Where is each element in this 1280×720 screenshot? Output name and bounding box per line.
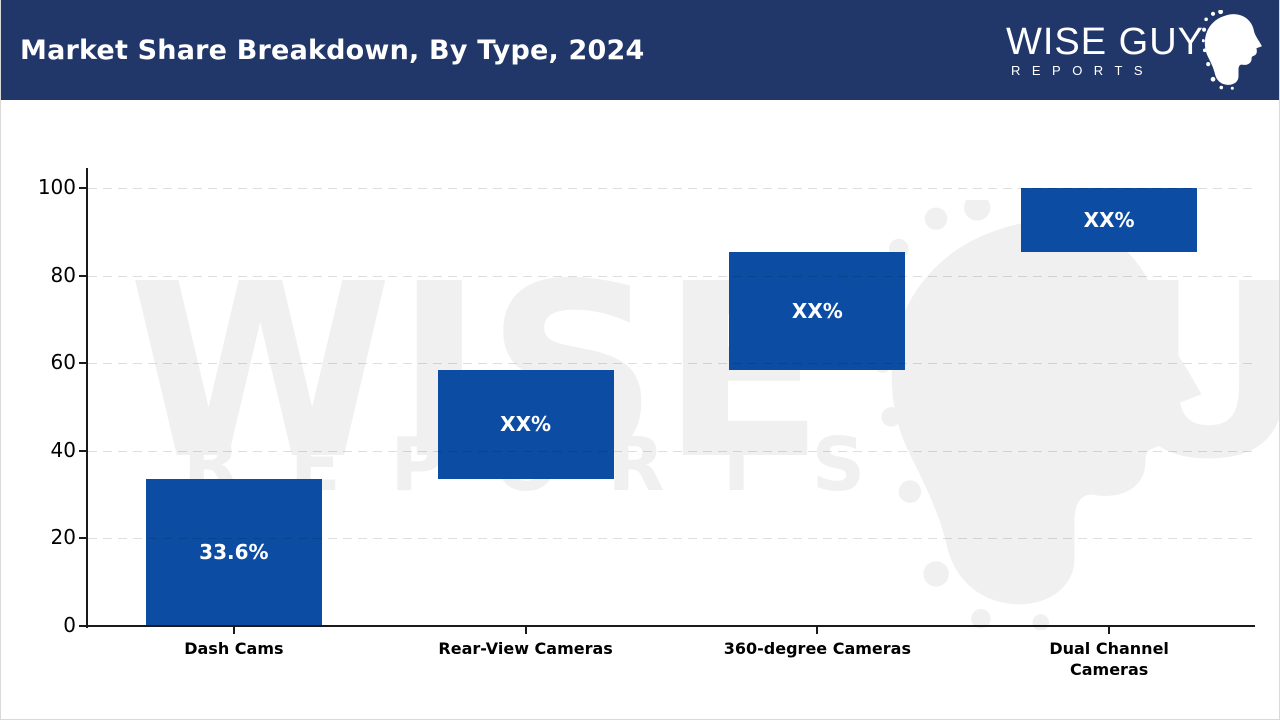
y-tick-label: 20 [50,525,76,550]
bar-value-label: XX% [1083,207,1135,232]
x-tick-label: Dash Cams [184,639,284,658]
bar-value-label: XX% [791,298,843,323]
x-tick [816,627,819,634]
y-tick [79,625,86,627]
bar-dash: 33.6% [145,478,322,626]
logo-wiseguy-text: WISE GUY [1005,21,1204,63]
gridline-20 [88,538,1255,540]
y-tick-label: 0 [63,613,76,637]
y-tick [79,362,86,365]
logo-reports-text: REPORTS [1010,63,1155,78]
x-axis-line [80,625,1255,627]
gridline-40 [88,450,1255,452]
bar-360-degree: XX% [729,251,906,370]
gridline-60 [88,363,1255,365]
y-axis-line [86,168,88,628]
y-tick-label: 60 [50,350,76,375]
y-tick [79,537,86,540]
y-tick [79,274,86,277]
gridline-100 [88,188,1255,189]
x-tick-label: Rear-View Cameras [438,639,613,658]
x-tick-label: 360-degree Cameras [723,639,911,658]
x-tick [232,627,235,634]
y-tick [79,449,86,452]
bar-rear-view: XX% [437,369,614,479]
gridline-80 [88,275,1255,277]
page-title: Market Share Breakdown, By Type, 2024 [20,34,645,66]
bar-value-label: 33.6% [199,540,269,565]
y-tick-label: 80 [50,262,76,287]
logo-head-icon [1202,10,1262,90]
x-tick [524,627,527,634]
x-tick [1108,627,1111,634]
y-tick-label: 100 [37,175,76,199]
y-tick-label: 40 [50,437,76,462]
y-tick [79,187,86,189]
header-bar: Market Share Breakdown, By Type, 2024 WI… [0,0,1280,100]
wiseguy-logo: WISE GUY REPORTS [1006,10,1264,90]
bar-value-label: XX% [500,412,552,437]
bar-dual: XX% [1021,188,1198,252]
x-tick-label: Dual Channel Cameras [1049,639,1169,679]
